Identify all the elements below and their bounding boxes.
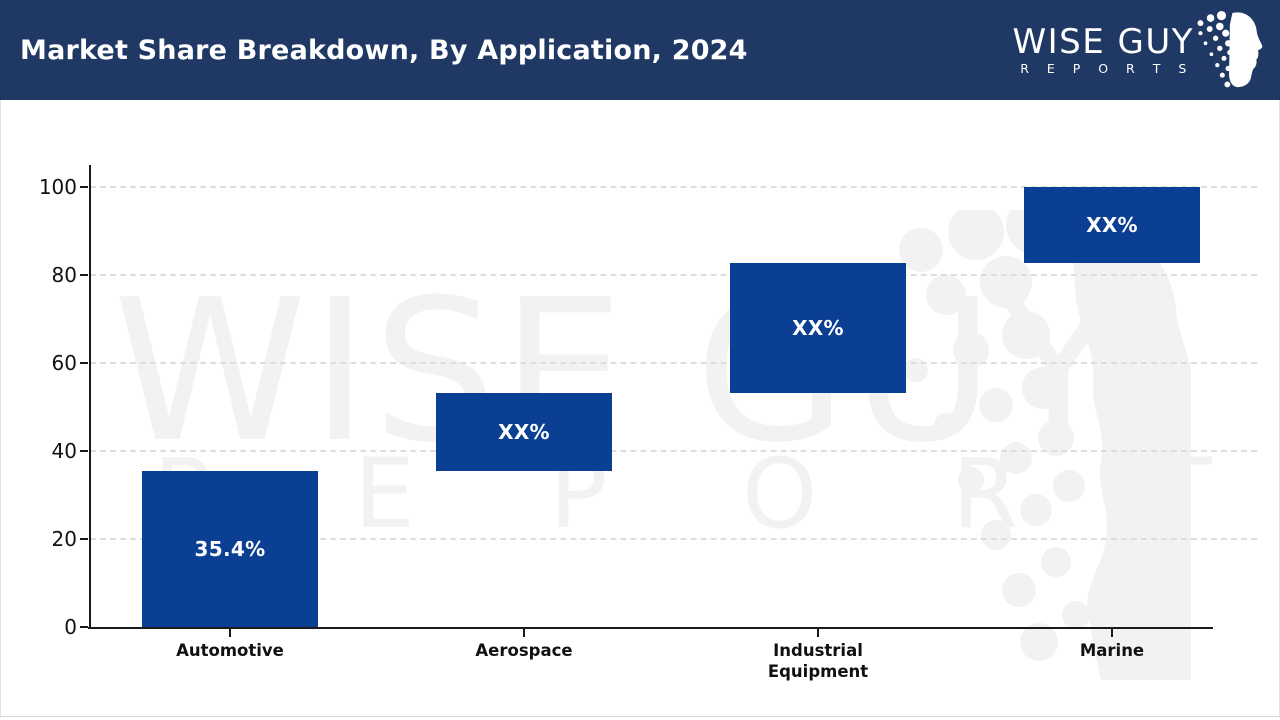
logo-head-icon	[1197, 10, 1263, 88]
bar-aerospace: XX%	[436, 393, 612, 472]
x-axis-line	[88, 627, 1213, 629]
y-tick-label-40: 40	[51, 439, 77, 463]
logo-text: WISE GUY R E P O R T S	[1012, 24, 1194, 77]
y-tick-mark-40	[80, 450, 88, 452]
y-tick-label-20: 20	[51, 527, 77, 551]
gridline-20	[90, 538, 1257, 540]
y-tick-label-100: 100	[38, 175, 77, 199]
logo-wordmark: WISE GUY	[1012, 21, 1194, 62]
gridline-100	[90, 186, 1257, 188]
y-tick-mark-20	[80, 538, 88, 540]
x-category-label: Aerospace	[475, 641, 573, 660]
bar-value-label: XX%	[792, 316, 844, 341]
y-tick-label-80: 80	[51, 263, 77, 287]
y-tick-mark-60	[80, 362, 88, 364]
x-tick-mark-4	[1111, 629, 1113, 637]
bar-value-label: XX%	[498, 420, 550, 445]
gridline-80	[90, 274, 1257, 276]
gridline-60	[90, 362, 1257, 364]
bottom-divider	[0, 716, 1280, 717]
x-category-label: Marine	[1079, 641, 1145, 660]
y-tick-mark-0	[80, 626, 88, 628]
y-tick-mark-100	[80, 186, 88, 188]
bar-automotive: 35.4%	[142, 471, 318, 627]
bar-marine: XX%	[1024, 187, 1200, 264]
y-tick-label-60: 60	[51, 351, 77, 375]
x-tick-mark-2	[523, 629, 525, 637]
wiseguy-logo: WISE GUY R E P O R T S	[1012, 6, 1266, 94]
chart-canvas: WISE GUY R E P O R T S 02040608010035.4%…	[0, 100, 1280, 716]
x-category-label: Automotive	[176, 641, 284, 660]
x-tick-mark-1	[229, 629, 231, 637]
y-tick-label-0: 0	[64, 615, 77, 639]
x-category-label: Industrial Equipment	[767, 641, 869, 681]
y-axis-line	[89, 165, 91, 629]
x-tick-mark-3	[817, 629, 819, 637]
bar-value-label: XX%	[1086, 213, 1138, 238]
y-tick-mark-80	[80, 274, 88, 276]
bar-industrial-equipment: XX%	[730, 263, 906, 394]
bar-value-label: 35.4%	[194, 537, 266, 562]
logo-subtext: R E P O R T S	[1020, 60, 1194, 76]
waterfall-chart: 0 20 40 60 80 100 35.4% XX% XX% XX% Automotive Aero…	[1, 100, 1279, 716]
header: Market Share Breakdown, By Application, …	[0, 0, 1280, 100]
gridline-40	[90, 450, 1257, 452]
page-title: Market Share Breakdown, By Application, …	[20, 34, 748, 66]
